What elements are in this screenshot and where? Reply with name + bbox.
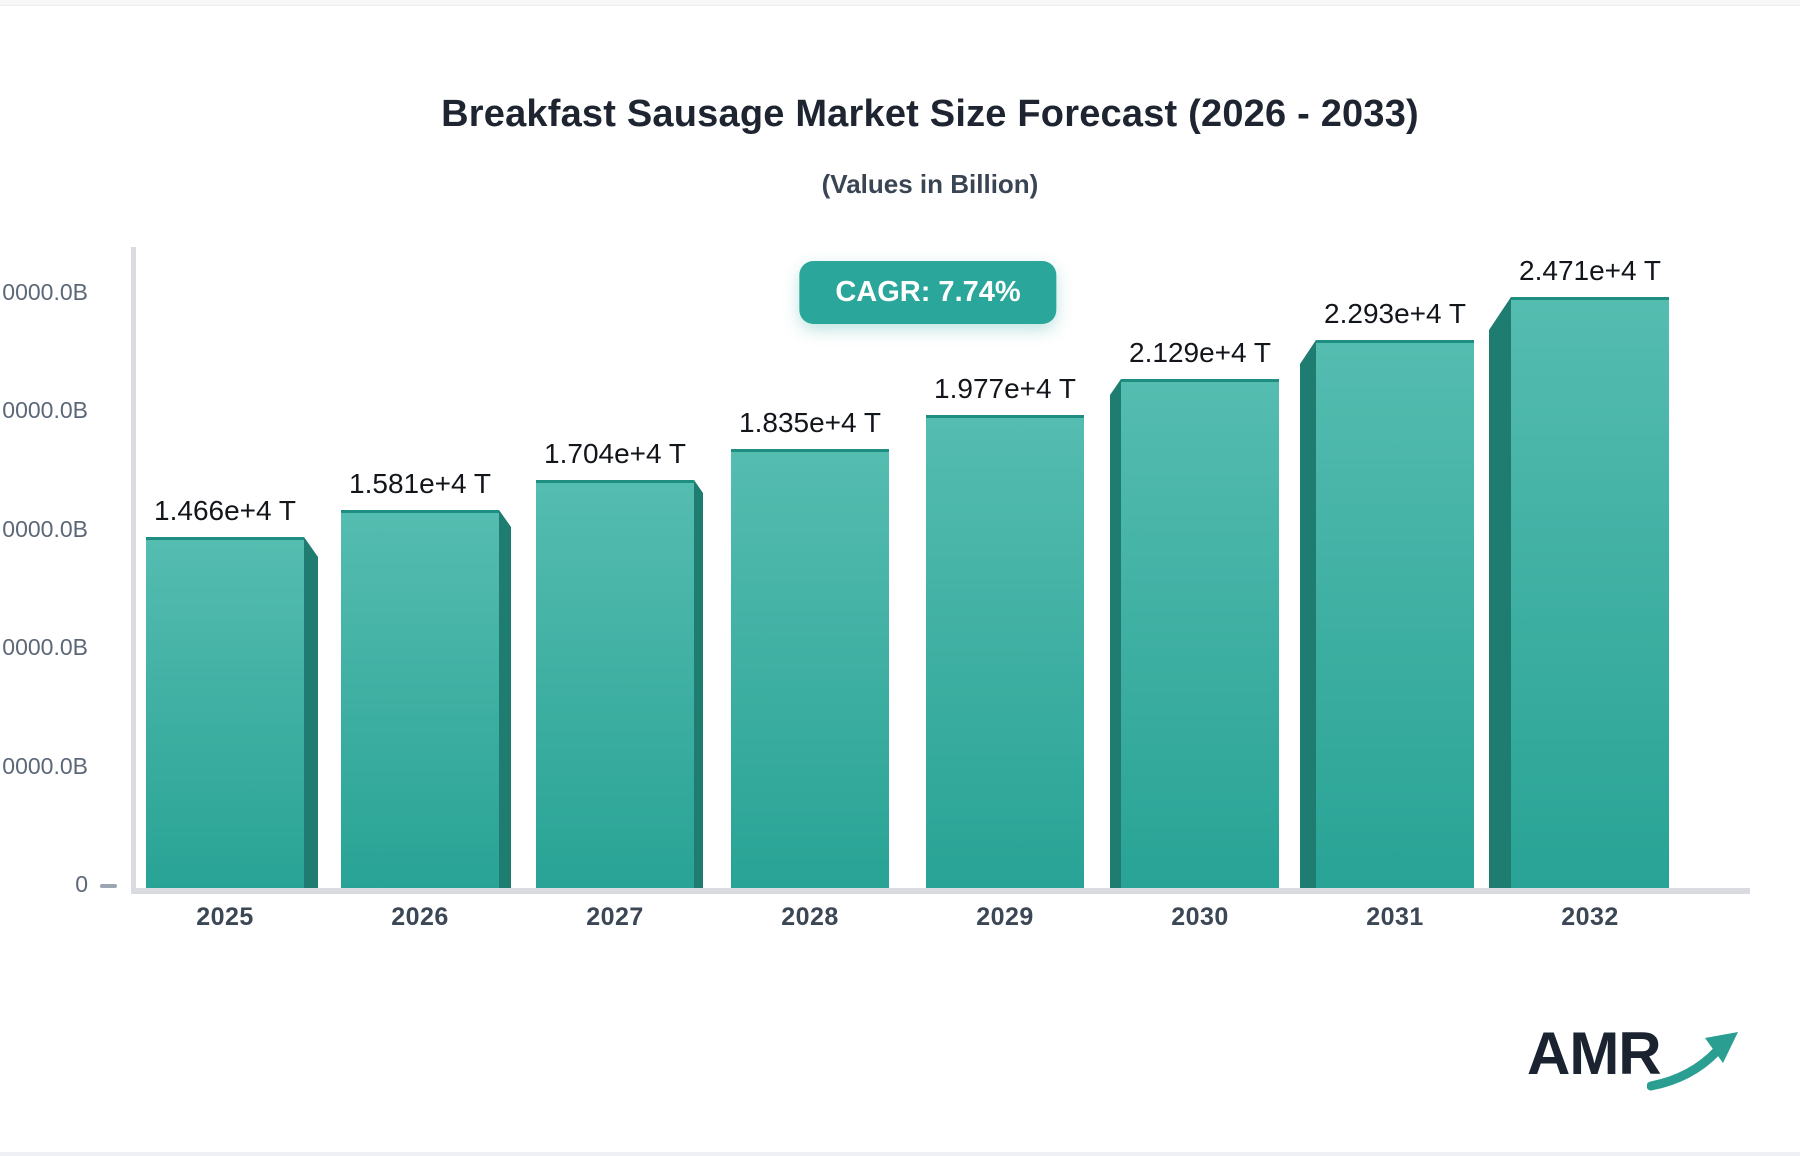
bar-3d-side [694,480,703,888]
y-axis-tick-label: 0000.0B [2,279,88,305]
bar-2025 [146,537,304,888]
bar-3d-side [1300,340,1316,888]
bar-value-label: 2.293e+4 T [1324,298,1466,329]
bar-2031 [1316,340,1474,888]
bar-3d-side [304,537,318,888]
bar-value-label: 2.471e+4 T [1519,255,1661,286]
bar-value-label: 1.704e+4 T [544,438,686,469]
x-axis-label: 2029 [976,903,1034,931]
x-axis-label: 2028 [781,903,839,931]
bar-3d-side [1110,379,1121,888]
x-axis-label: 2032 [1561,903,1619,931]
bar-value-label: 2.129e+4 T [1129,337,1271,368]
top-border-strip [0,0,1800,6]
y-axis-tick-label: 0000.0B [2,515,88,542]
zero-tick-mark [100,884,117,888]
x-axis-line [131,888,1750,894]
y-axis-line [131,247,136,894]
brand-logo-text: AMR [1527,1020,1662,1087]
y-axis-tick-label: 0000.0B [2,752,88,779]
bar-3d-side [1489,297,1511,888]
cagr-badge: CAGR: 7.74% [799,261,1057,324]
bar-2028 [731,449,889,888]
bar-2032 [1511,297,1669,888]
chart-title: Breakfast Sausage Market Size Forecast (… [441,93,1419,135]
bar-3d-side [499,510,511,888]
y-axis-tick-label: 0000.0B [2,397,88,424]
bar-value-label: 1.835e+4 T [739,407,881,438]
bar-2030 [1121,379,1279,888]
bar-value-label: 1.466e+4 T [154,495,296,526]
bar-value-label: 1.977e+4 T [934,373,1076,404]
chart-subtitle: (Values in Billion) [821,169,1039,199]
x-axis-label: 2031 [1366,903,1424,931]
growth-arrow-icon [1646,1032,1738,1091]
y-axis-tick-label: 0 [75,871,88,897]
x-axis-label: 2025 [196,903,254,931]
y-axis-tick-label: 0000.0B [2,634,88,661]
bar-value-label: 1.581e+4 T [349,468,491,499]
cagr-badge-label: CAGR: 7.74% [835,276,1021,308]
bar-2026 [341,510,499,888]
x-axis-label: 2030 [1171,903,1229,931]
brand-logo: AMR [1527,1022,1743,1092]
x-axis-label: 2027 [586,903,644,931]
bar-2027 [536,480,694,888]
x-axis-label: 2026 [391,903,449,931]
bar-2029 [926,415,1084,888]
bottom-border-strip [0,1152,1800,1156]
